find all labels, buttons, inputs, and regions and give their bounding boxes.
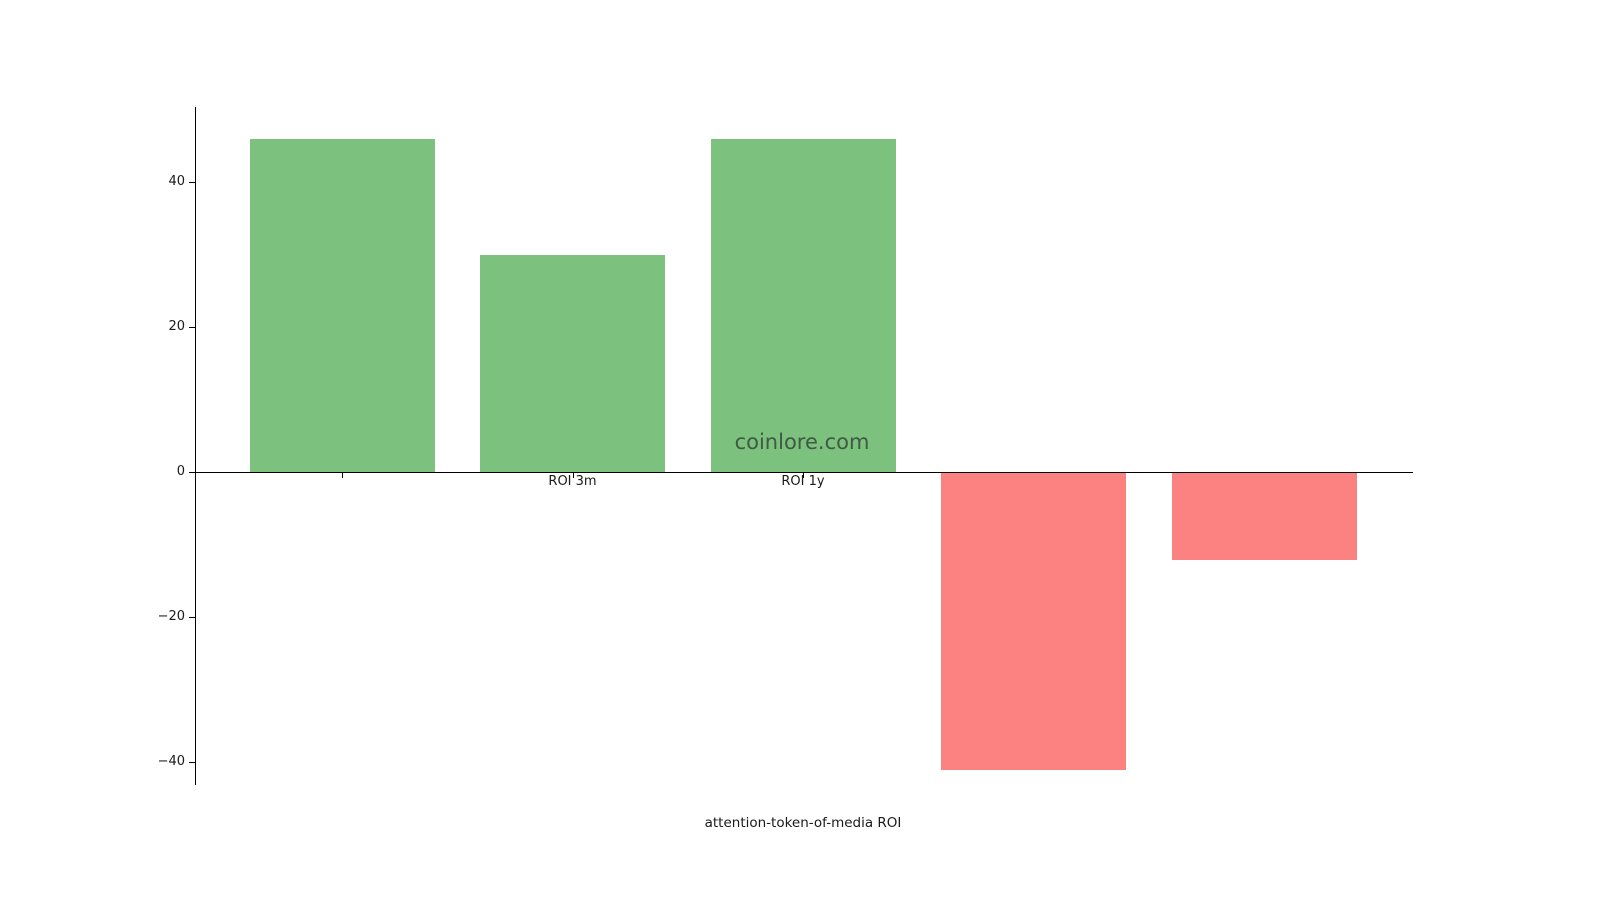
- chart-title: attention-token-of-media ROI: [704, 815, 902, 831]
- x-tick-label-roi-1y: ROI 1y: [781, 474, 825, 489]
- x-tick-mark: [803, 473, 804, 478]
- y-tick-label: 20: [168, 319, 185, 334]
- bar-roi-1y: [710, 138, 896, 472]
- x-tick-mark: [342, 473, 343, 478]
- bar-bar-5: [1171, 473, 1357, 560]
- y-tick-label: −40: [157, 754, 185, 769]
- bar-roi-3m: [480, 254, 665, 472]
- y-tick-mark: [189, 327, 195, 328]
- x-axis-zero-line: [195, 472, 1413, 473]
- y-tick-mark: [189, 762, 195, 763]
- x-tick-mark: [572, 473, 574, 478]
- bar-bar-1: [249, 138, 435, 472]
- bar-bar-4: [941, 473, 1126, 771]
- x-tick-label-roi-3m: ROI 3m: [548, 474, 597, 489]
- y-tick-mark: [189, 182, 195, 183]
- y-tick-label: −20: [157, 609, 185, 624]
- watermark-text: coinlore.com: [734, 430, 870, 454]
- y-tick-label: 0: [176, 464, 185, 479]
- y-tick-label: 40: [168, 174, 185, 189]
- y-tick-mark: [189, 472, 195, 473]
- y-axis-line: [195, 107, 196, 785]
- y-tick-mark: [189, 617, 195, 618]
